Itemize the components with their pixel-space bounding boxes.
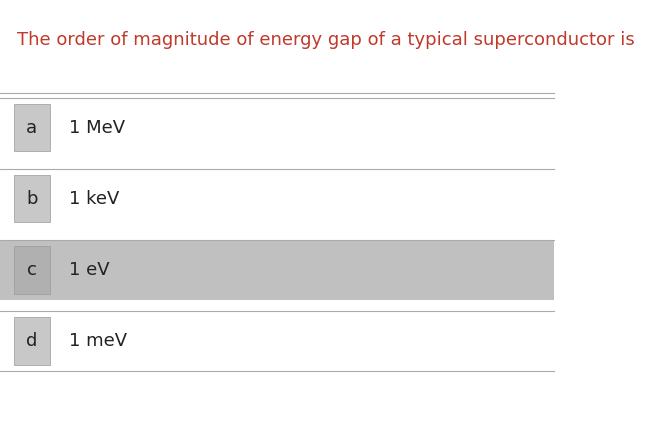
- FancyBboxPatch shape: [14, 175, 50, 222]
- FancyBboxPatch shape: [14, 317, 50, 365]
- FancyBboxPatch shape: [0, 169, 554, 229]
- Text: 1 eV: 1 eV: [70, 261, 110, 279]
- FancyBboxPatch shape: [0, 98, 554, 158]
- FancyBboxPatch shape: [0, 311, 554, 371]
- Text: 1 keV: 1 keV: [70, 190, 120, 208]
- Text: a: a: [26, 119, 37, 137]
- FancyBboxPatch shape: [14, 104, 50, 151]
- FancyBboxPatch shape: [0, 240, 554, 300]
- Text: c: c: [27, 261, 37, 279]
- FancyBboxPatch shape: [14, 246, 50, 293]
- Text: 1 MeV: 1 MeV: [70, 119, 125, 137]
- Text: d: d: [26, 332, 37, 350]
- Text: The order of magnitude of energy gap of a typical superconductor is: The order of magnitude of energy gap of …: [17, 31, 634, 49]
- Text: b: b: [26, 190, 37, 208]
- Text: 1 meV: 1 meV: [70, 332, 127, 350]
